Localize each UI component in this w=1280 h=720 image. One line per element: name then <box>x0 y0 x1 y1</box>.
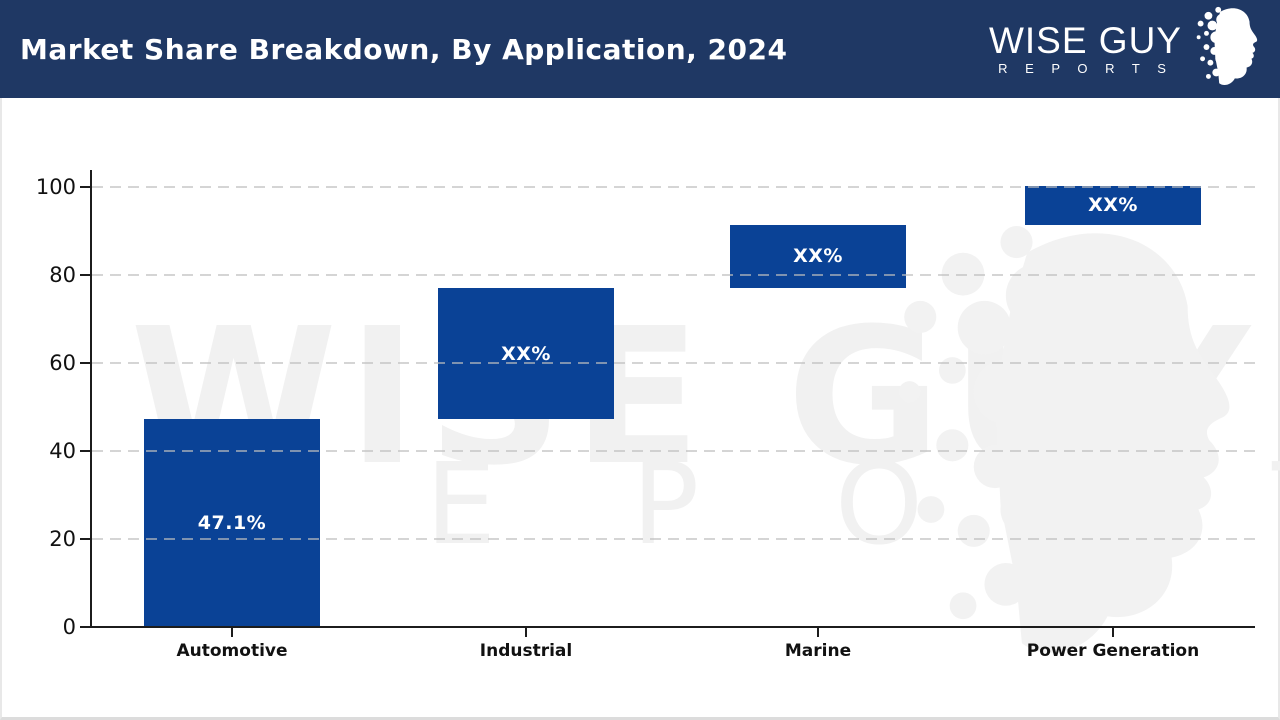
y-tick <box>80 626 90 628</box>
x-category-label: Marine <box>784 641 852 661</box>
brand-subname: R E P O R T S <box>998 61 1173 76</box>
y-tick-label: 20 <box>49 527 76 551</box>
watermark-head-graphic <box>874 210 1266 702</box>
y-tick-label: 80 <box>49 263 76 287</box>
page-title: Market Share Breakdown, By Application, … <box>20 32 788 66</box>
chart-area: WISE GUY R E P O R T S 47.1% XX% XX% XX%… <box>0 98 1280 720</box>
bar-value-label: XX% <box>501 342 551 365</box>
bar-value-label: 47.1% <box>197 512 267 535</box>
x-tick <box>1112 628 1114 637</box>
head-profile-logo-icon <box>1184 4 1272 94</box>
bar-power-generation: XX% <box>1025 186 1201 225</box>
y-tick <box>80 274 90 276</box>
header-bar: Market Share Breakdown, By Application, … <box>0 0 1280 98</box>
x-tick <box>525 628 527 637</box>
x-category-label: Industrial <box>479 641 573 661</box>
brand-logo-text: WISE GUY R E P O R T S <box>988 20 1182 77</box>
x-tick <box>817 628 819 637</box>
brand-logo: WISE GUY R E P O R T S <box>989 0 1272 98</box>
bar-marine: XX% <box>730 224 906 288</box>
y-tick <box>80 186 90 188</box>
bar-automotive: 47.1% <box>144 419 320 627</box>
bar-value-label: XX% <box>793 245 843 268</box>
gridline-20 <box>92 538 1255 540</box>
bar-value-label: XX% <box>1088 194 1138 217</box>
gridline-40 <box>92 450 1255 452</box>
x-category-label: Automotive <box>176 641 288 661</box>
y-tick-label: 40 <box>49 439 76 463</box>
y-axis-line <box>90 170 92 628</box>
x-tick <box>231 628 233 637</box>
y-tick <box>80 538 90 540</box>
gridline-100 <box>92 186 1255 188</box>
y-tick-label: 100 <box>35 175 76 199</box>
y-tick <box>80 362 90 364</box>
gridline-60 <box>92 362 1255 364</box>
y-tick-label: 0 <box>62 615 76 639</box>
x-category-label: Power Generation <box>1026 641 1200 661</box>
brand-name: WISE GUY <box>988 20 1182 61</box>
gridline-80 <box>92 274 1255 276</box>
y-tick-label: 60 <box>49 351 76 375</box>
x-axis-line <box>90 626 1255 628</box>
bar-industrial: XX% <box>438 287 614 420</box>
y-tick <box>80 450 90 452</box>
